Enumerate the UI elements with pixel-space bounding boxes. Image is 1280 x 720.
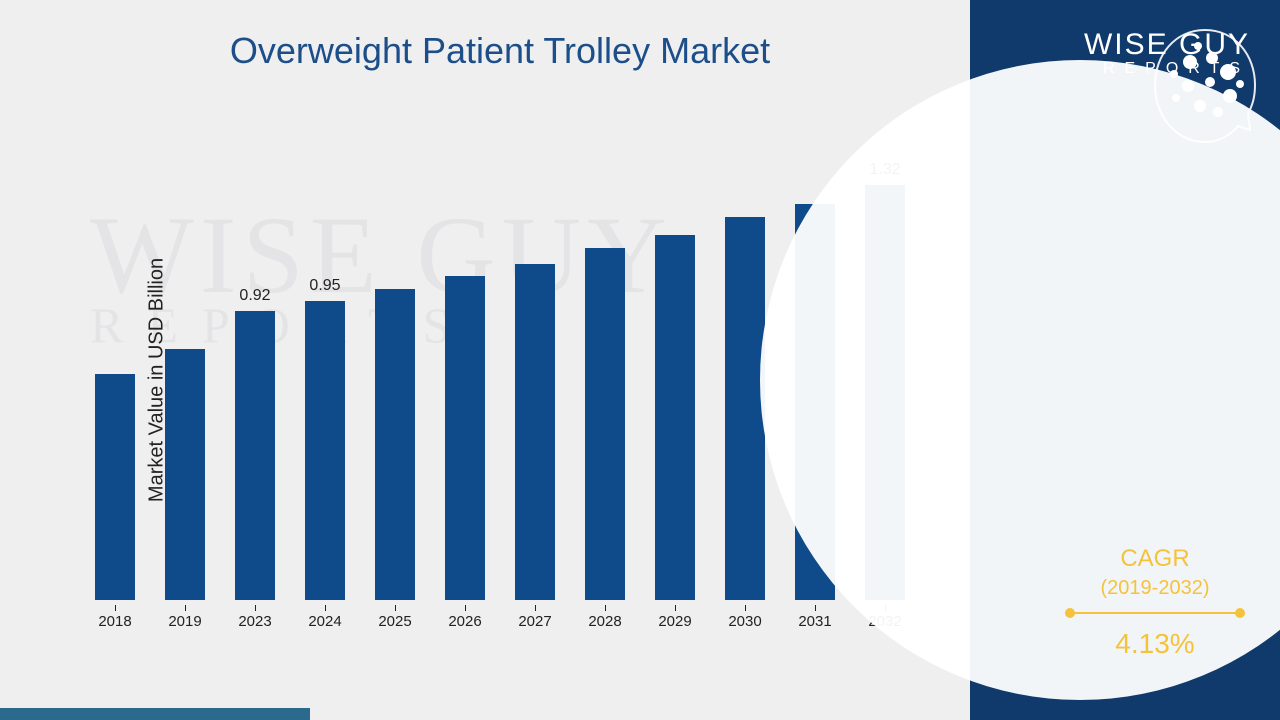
bar [95,374,135,600]
x-tick: 2030 [710,605,780,630]
bar [445,276,485,600]
x-tick: 2028 [570,605,640,630]
bar-slot [150,160,220,600]
x-tick: 2018 [80,605,150,630]
bar-slot: 0.92 [220,160,290,600]
bar [725,217,765,600]
brand-logo: WISE GUY REPORTS [1084,28,1250,78]
bar [585,248,625,600]
x-tick: 2031 [780,605,850,630]
bar-slot [640,160,710,600]
x-tick: 2023 [220,605,290,630]
bar-slot [430,160,500,600]
x-tick: 2026 [430,605,500,630]
bar-slot [360,160,430,600]
bar-slot [80,160,150,600]
cagr-divider [1070,612,1240,614]
bar [305,301,345,600]
x-axis: 2018201920232024202520262027202820292030… [80,605,920,630]
x-tick: 2029 [640,605,710,630]
cagr-block: CAGR (2019-2032) 4.13% [1030,545,1280,660]
bar [655,235,695,600]
brand-subtitle: REPORTS [1084,60,1250,78]
x-tick: 2024 [290,605,360,630]
x-tick: 2019 [150,605,220,630]
bar-slot [570,160,640,600]
bar [165,349,205,600]
bar-slot: 0.95 [290,160,360,600]
cagr-range: (2019-2032) [1030,577,1280,600]
footer-accent [0,708,310,720]
chart-title: Overweight Patient Trolley Market [70,30,930,72]
bar-slot [500,160,570,600]
x-tick: 2027 [500,605,570,630]
bar [235,311,275,600]
brand-name: WISE GUY [1084,28,1250,62]
bar-value-label: 0.95 [309,277,340,295]
bar-value-label: 0.92 [239,287,270,305]
x-tick: 2025 [360,605,430,630]
cagr-title: CAGR [1030,545,1280,573]
bar [375,289,415,600]
bar [515,264,555,600]
cagr-value: 4.13% [1030,628,1280,660]
